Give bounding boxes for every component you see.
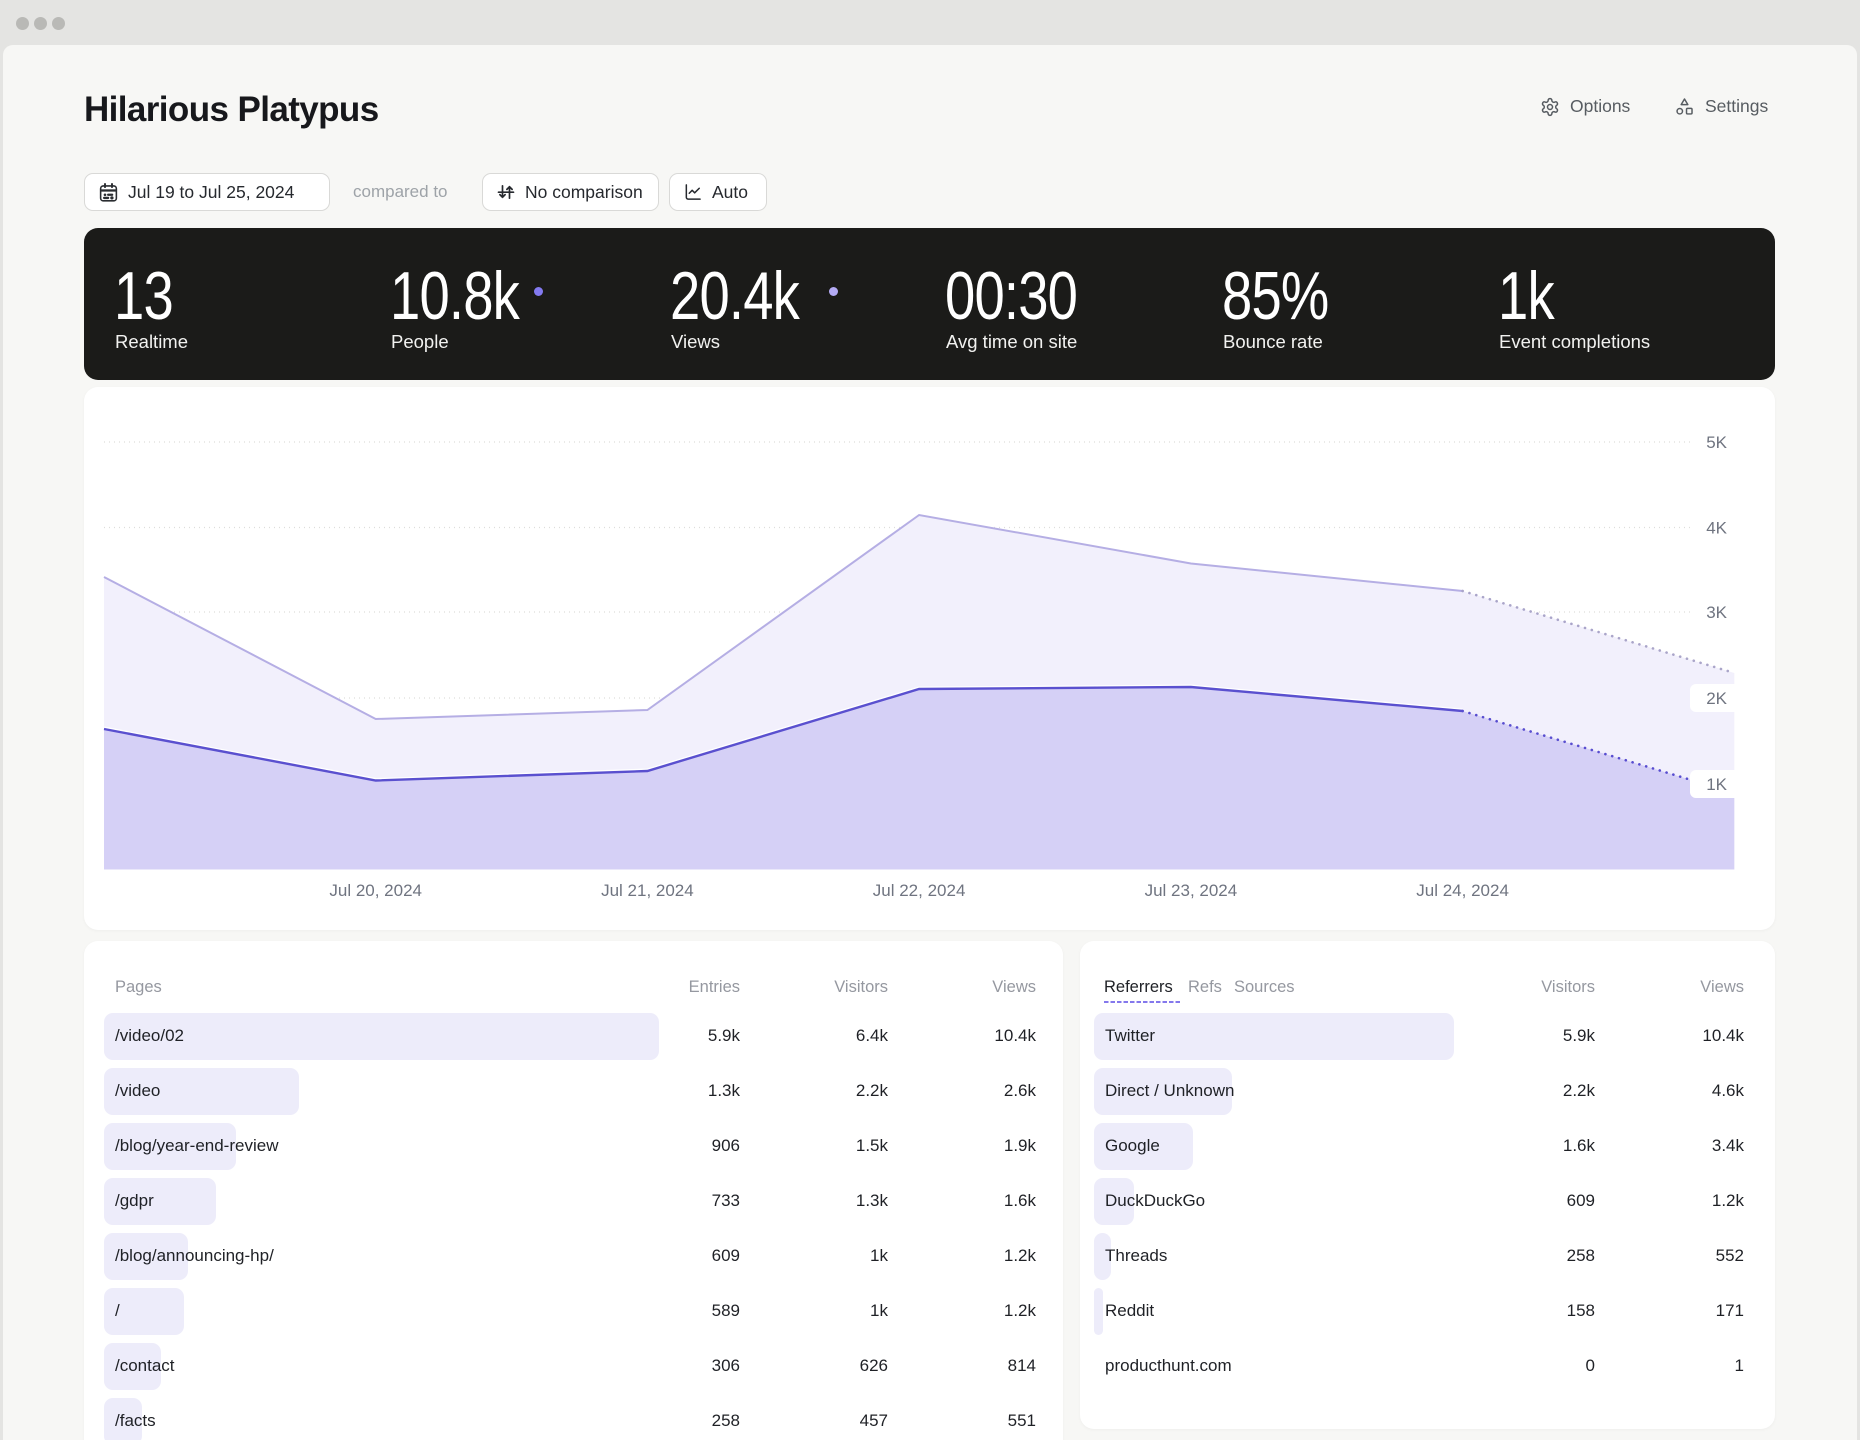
svg-text:Jul 24, 2024: Jul 24, 2024 [1416,881,1509,900]
svg-text:2K: 2K [1706,689,1727,708]
svg-text:5K: 5K [1706,433,1727,452]
svg-text:1K: 1K [1706,775,1727,794]
svg-text:4K: 4K [1706,519,1727,538]
svg-text:3K: 3K [1706,603,1727,622]
svg-text:Jul 22, 2024: Jul 22, 2024 [873,881,966,900]
svg-text:Jul 23, 2024: Jul 23, 2024 [1145,881,1238,900]
svg-text:Jul 20, 2024: Jul 20, 2024 [329,881,422,900]
svg-text:Jul 21, 2024: Jul 21, 2024 [601,881,694,900]
